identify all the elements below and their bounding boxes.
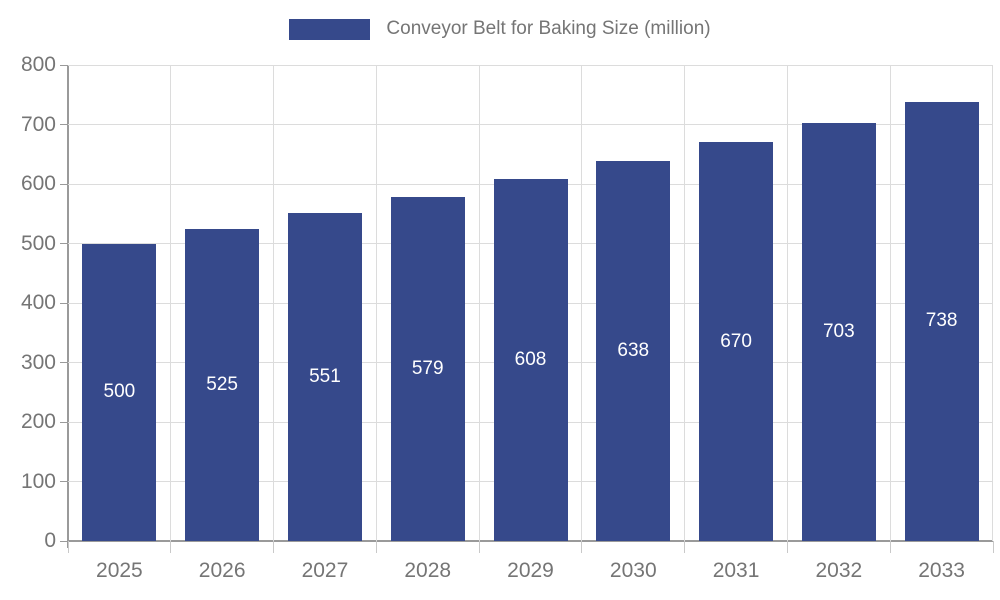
y-tick-label: 100 <box>20 469 56 493</box>
bar[interactable]: 703 <box>801 122 876 541</box>
bar-value-label: 608 <box>514 349 547 371</box>
x-gridline <box>273 65 275 541</box>
y-tick-label: 300 <box>20 350 56 374</box>
y-tick-label: 0 <box>44 529 56 552</box>
y-tick-label: 800 <box>20 53 56 76</box>
y-tick-mark <box>60 124 68 125</box>
y-tick-mark <box>60 64 68 66</box>
x-tick-mark <box>889 541 891 553</box>
y-tick-label: 500 <box>20 231 56 255</box>
bar-value-label: 670 <box>720 330 752 352</box>
x-axis-label: 2031 <box>712 559 760 582</box>
x-tick-mark <box>786 541 788 553</box>
bar[interactable]: 500 <box>82 243 157 541</box>
y-gridline <box>68 64 993 66</box>
x-gridline <box>889 65 891 541</box>
x-gridline <box>478 65 480 541</box>
x-gridline <box>992 65 993 541</box>
y-axis-line <box>67 65 69 549</box>
x-axis-line <box>67 540 993 542</box>
y-tick-label: 700 <box>20 112 56 136</box>
x-gridline <box>786 65 788 541</box>
x-axis-label: 2025 <box>96 559 143 582</box>
bar[interactable]: 525 <box>185 228 260 541</box>
bar-value-label: 738 <box>925 310 958 332</box>
legend[interactable]: Conveyor Belt for Baking Size (million) <box>0 18 1000 40</box>
bar[interactable]: 738 <box>904 101 979 541</box>
y-tick-mark <box>60 421 68 423</box>
bar[interactable]: 608 <box>493 179 568 541</box>
x-tick-mark <box>375 541 377 553</box>
y-tick-mark <box>60 540 68 542</box>
x-axis-label: 2033 <box>918 559 965 582</box>
x-axis-label: 2030 <box>609 559 657 582</box>
x-tick-mark <box>992 541 994 553</box>
x-tick-mark <box>67 541 69 553</box>
x-tick-mark <box>581 541 583 553</box>
bar[interactable]: 551 <box>287 213 362 541</box>
x-tick-mark <box>273 541 275 553</box>
bar-value-label: 525 <box>206 373 238 395</box>
bar-value-label: 703 <box>822 320 855 342</box>
bar[interactable]: 670 <box>699 142 774 541</box>
y-tick-mark <box>60 243 68 244</box>
x-gridline <box>375 65 377 541</box>
y-tick-label: 200 <box>20 410 56 433</box>
x-axis-label: 2028 <box>404 559 452 582</box>
bar-value-label: 551 <box>309 366 341 388</box>
bar-value-label: 500 <box>103 381 136 403</box>
x-gridline <box>170 65 172 541</box>
x-axis-label: 2032 <box>815 559 863 582</box>
y-gridline <box>68 124 993 125</box>
y-tick-mark <box>60 302 68 304</box>
x-gridline <box>684 65 686 541</box>
y-tick-mark <box>60 362 68 363</box>
bar[interactable]: 638 <box>596 161 671 541</box>
x-gridline <box>581 65 583 541</box>
bar-value-label: 579 <box>411 357 444 379</box>
x-axis-label: 2029 <box>507 559 554 582</box>
bar[interactable]: 579 <box>390 196 465 541</box>
y-tick-mark <box>60 183 68 185</box>
y-tick-label: 400 <box>20 291 56 314</box>
plot-area: 0 100 200 300 400 500 600 700 800 500 2025 525 2026 5… <box>21 53 994 582</box>
legend-label: Conveyor Belt for Baking Size (million) <box>386 18 711 39</box>
x-axis-label: 2027 <box>301 559 349 582</box>
x-axis-label: 2026 <box>198 559 246 582</box>
y-tick-mark <box>60 481 68 482</box>
x-tick-mark <box>478 541 480 553</box>
legend-swatch <box>289 18 371 40</box>
y-tick-label: 600 <box>20 172 56 195</box>
bar-value-label: 638 <box>617 340 650 362</box>
x-tick-mark <box>170 541 172 553</box>
x-tick-mark <box>684 541 686 553</box>
